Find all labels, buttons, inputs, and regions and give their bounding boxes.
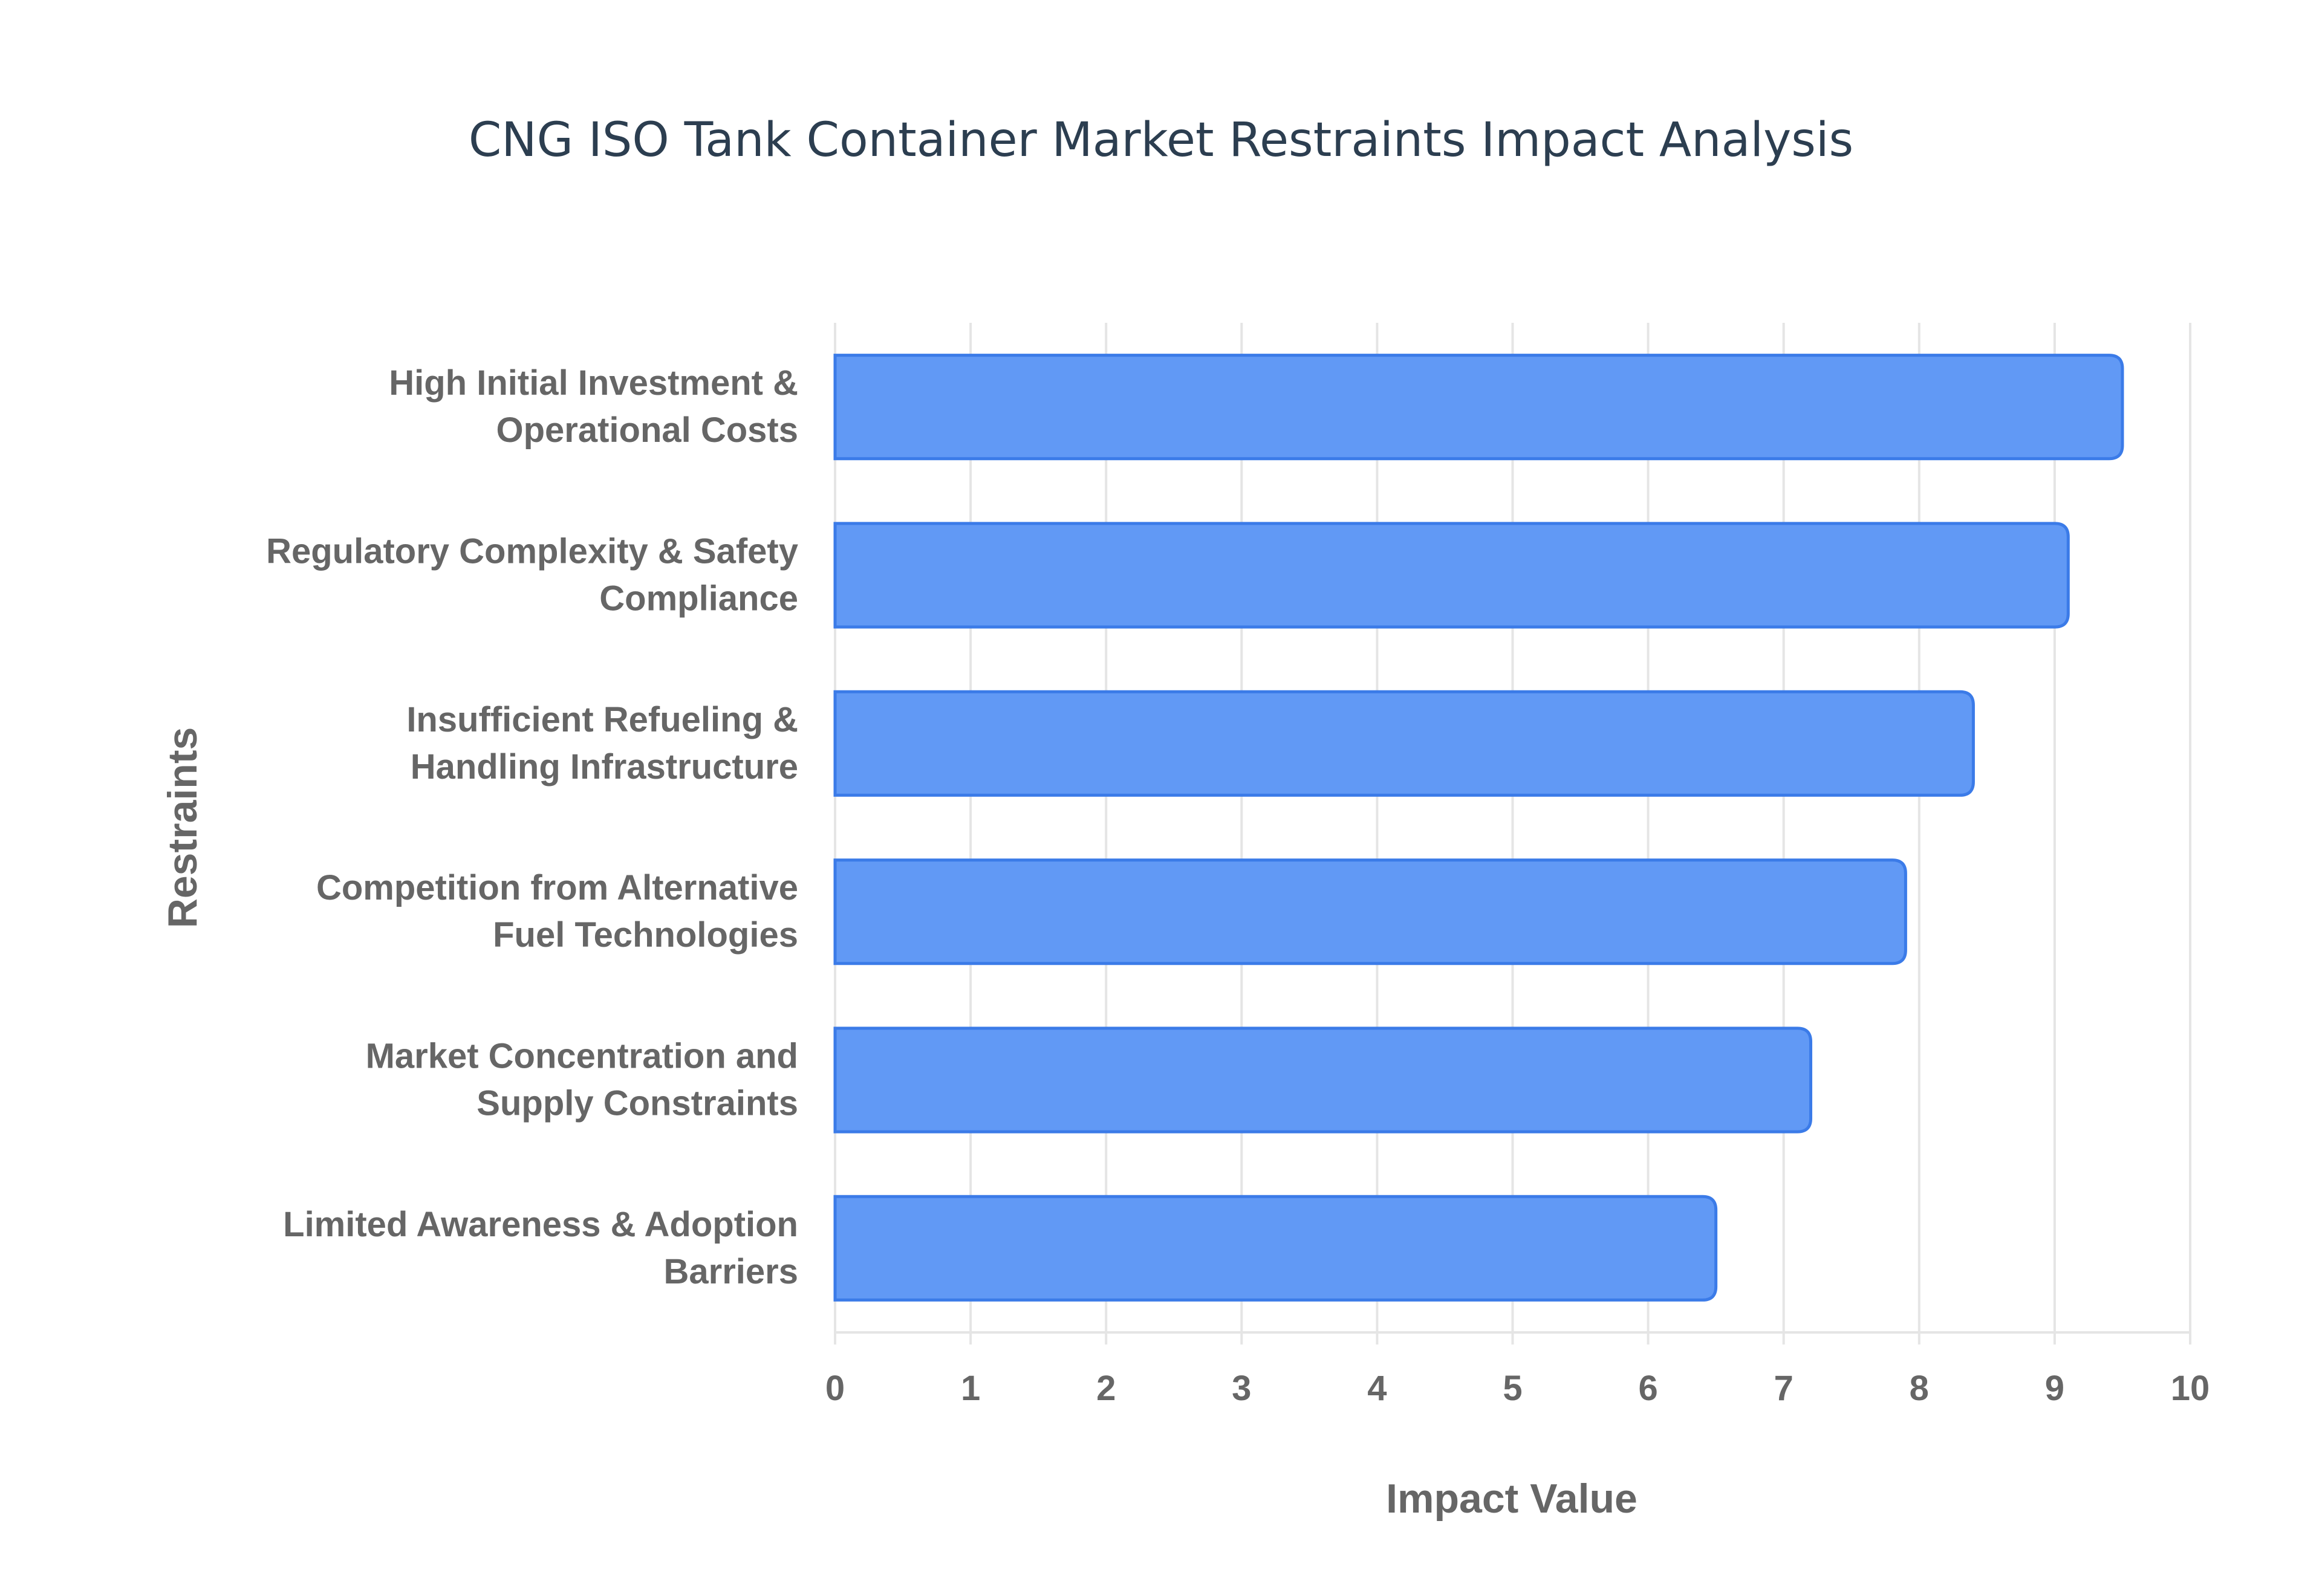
category-label: High Initial Investment &	[389, 363, 798, 403]
chart-title: CNG ISO Tank Container Market Restraints…	[469, 113, 1853, 167]
x-tick-label: 6	[1638, 1369, 1657, 1408]
x-tick-label: 8	[1910, 1369, 1929, 1408]
category-label: Handling Infrastructure	[411, 747, 798, 787]
x-tick-label: 1	[961, 1369, 980, 1408]
x-tick-label: 10	[2171, 1369, 2210, 1408]
bar[interactable]	[833, 1027, 1813, 1134]
x-tick-label: 4	[1367, 1369, 1387, 1408]
x-tick-label: 0	[825, 1369, 845, 1408]
category-label: Limited Awareness & Adoption	[283, 1205, 798, 1244]
category-label: Supply Constraints	[476, 1084, 798, 1123]
bar[interactable]	[833, 522, 2070, 629]
x-tick-labels: 0 1 2 3 4 5 6 7 8 9 10	[825, 1369, 2210, 1408]
bar[interactable]	[833, 690, 1975, 797]
gridlines	[834, 323, 2191, 1345]
y-axis-title: Restraints	[160, 727, 206, 929]
category-label: Competition from Alternative	[316, 868, 798, 907]
bar[interactable]	[833, 354, 2124, 461]
category-label: Compliance	[599, 579, 798, 618]
bar[interactable]	[833, 1195, 1718, 1302]
category-label: Regulatory Complexity & Safety	[266, 532, 798, 571]
x-tick-label: 7	[1774, 1369, 1794, 1408]
category-label: Insufficient Refueling &	[406, 700, 798, 739]
x-tick-label: 5	[1503, 1369, 1522, 1408]
bar[interactable]	[833, 858, 1907, 965]
x-axis-title: Impact Value	[1386, 1476, 1637, 1522]
category-labels: High Initial Investment & Operational Cos…	[266, 363, 798, 1291]
x-tick-label: 2	[1096, 1369, 1116, 1408]
bars	[833, 354, 2124, 1302]
category-label: Market Concentration and	[366, 1037, 798, 1076]
x-tick-label: 9	[2045, 1369, 2064, 1408]
category-label: Fuel Technologies	[493, 915, 798, 955]
x-tick-label: 3	[1232, 1369, 1251, 1408]
category-label: Barriers	[664, 1252, 798, 1291]
category-label: Operational Costs	[496, 410, 798, 450]
